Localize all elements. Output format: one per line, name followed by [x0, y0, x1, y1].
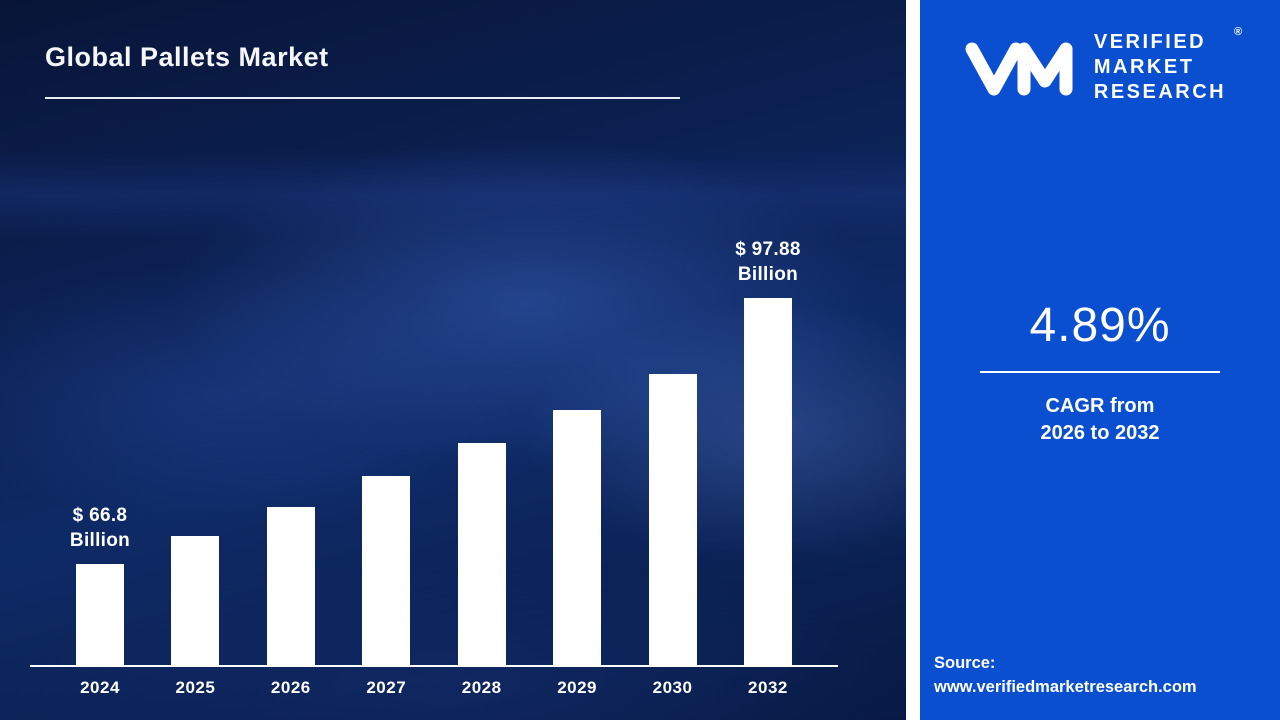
bar-group-2030 — [648, 374, 697, 665]
bar-2027 — [362, 476, 411, 665]
plot-area: $ 66.8 Billion $ 97.88 Billion — [30, 239, 838, 665]
source-label: Source: — [934, 654, 996, 673]
bar-chart: $ 66.8 Billion $ 97.88 Billion 2024 2025 2026… — [30, 239, 838, 698]
bar-value-label-2032: $ 97.88 Billion — [735, 238, 801, 286]
x-tick-2030: 2030 — [652, 678, 693, 697]
page-title: Global Pallets Market — [45, 42, 329, 72]
chart-panel: Global Pallets Market $ 66.8 Billion $ 97.… — [0, 0, 906, 720]
cagr-value: 4.89% — [1029, 299, 1171, 352]
cagr-label-line1: CAGR from — [1045, 395, 1155, 417]
bar-2028 — [457, 443, 506, 665]
bar-2030 — [648, 374, 697, 665]
registered-trademark-icon: ® — [1234, 26, 1243, 38]
bar-group-2024: $ 66.8 Billion — [70, 505, 130, 665]
brand-line-research: RESEARCH — [1093, 81, 1227, 103]
title-underline — [45, 97, 680, 99]
cagr-block: 4.89% CAGR from 2026 to 2032 — [945, 298, 1255, 447]
x-tick-2026: 2026 — [270, 678, 311, 697]
x-tick-2024: 2024 — [80, 678, 120, 697]
brand-line-market: MARKET — [1093, 56, 1195, 78]
cagr-label: CAGR from 2026 to 2032 — [945, 393, 1255, 447]
bar-2026 — [266, 507, 315, 665]
cagr-label-line2: 2026 to 2032 — [1040, 422, 1160, 444]
x-tick-2027: 2027 — [366, 678, 407, 697]
bar-group-2025 — [171, 536, 220, 665]
bar-group-2026 — [266, 507, 315, 665]
x-tick-2029: 2029 — [557, 678, 598, 697]
bar-group-2027 — [362, 476, 411, 665]
bar-2025 — [171, 536, 220, 665]
cagr-underline — [980, 371, 1220, 373]
x-tick-2032: 2032 — [748, 678, 788, 697]
panel-divider — [906, 0, 920, 720]
bar-group-2028 — [457, 443, 506, 665]
brand-name: VERIFIED MARKET RESEARCH ® — [1093, 26, 1242, 105]
bar-2029 — [553, 410, 602, 665]
source-block: Source: www.verifiedmarketresearch.com — [934, 652, 1272, 700]
vmr-monogram-icon — [965, 42, 1073, 95]
x-tick-2028: 2028 — [461, 678, 502, 697]
x-axis-ticks: 2024 2025 2026 2027 2028 2029 2030 2032 — [30, 678, 838, 698]
x-axis-line — [30, 665, 838, 667]
x-tick-2025: 2025 — [175, 678, 216, 697]
bar-2032 — [743, 298, 792, 665]
vmr-logo: VERIFIED MARKET RESEARCH ® — [936, 26, 1264, 105]
sidebar: VERIFIED MARKET RESEARCH ® 4.89% CAGR fr… — [920, 0, 1280, 720]
bar-value-label-2024: $ 66.8 Billion — [69, 504, 131, 552]
brand-line-verified: VERIFIED — [1093, 31, 1207, 53]
source-url[interactable]: www.verifiedmarketresearch.com — [934, 678, 1197, 697]
bar-group-2029 — [553, 410, 602, 665]
bar-2024 — [76, 564, 124, 665]
bar-group-2032: $ 97.88 Billion — [735, 239, 800, 665]
